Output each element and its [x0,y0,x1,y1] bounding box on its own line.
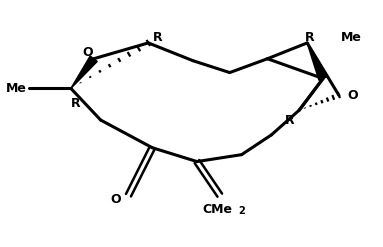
Text: O: O [110,193,121,206]
Text: O: O [347,89,358,102]
Polygon shape [71,56,97,88]
Text: CMe: CMe [203,203,233,216]
Text: 2: 2 [238,206,245,216]
Polygon shape [307,43,327,80]
Text: Me: Me [340,31,361,44]
Text: R: R [305,31,315,44]
Text: R: R [285,114,294,126]
Text: Me: Me [6,82,27,95]
Text: O: O [82,46,93,59]
Text: R: R [71,97,81,110]
Text: R: R [152,31,162,44]
